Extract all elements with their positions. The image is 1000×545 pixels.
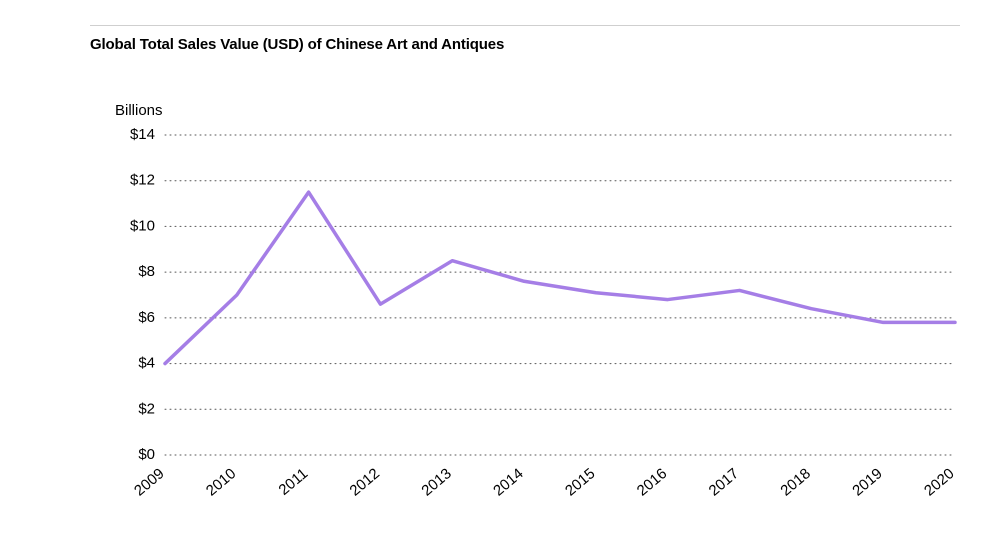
chart-title: Global Total Sales Value (USD) of Chines… xyxy=(90,36,960,53)
y-tick-label: $12 xyxy=(130,172,155,189)
x-tick-label: 2017 xyxy=(706,465,742,499)
line-chart: $0 $2 $4 $6 $8 $10 $12 $14 2009 2010 2011 2012 2013 2… xyxy=(105,125,1000,525)
y-tick-label: $14 xyxy=(130,126,155,143)
x-tick-label: 2016 xyxy=(634,465,670,499)
x-tick-label: 2014 xyxy=(490,465,526,499)
x-tick-label: 2010 xyxy=(203,465,239,499)
chart-frame: Global Total Sales Value (USD) of Chines… xyxy=(0,0,1000,545)
y-tick-label: $10 xyxy=(130,217,155,234)
x-tick-label: 2011 xyxy=(276,465,312,499)
x-tick-label: 2018 xyxy=(777,465,813,499)
top-rule xyxy=(90,25,960,26)
y-tick-label: $6 xyxy=(138,309,155,326)
data-line xyxy=(165,192,955,363)
y-tick-label: $0 xyxy=(138,446,155,463)
y-tick-label: $2 xyxy=(138,400,155,417)
y-tick-label: $4 xyxy=(138,355,155,372)
x-tick-label: 2009 xyxy=(131,465,167,499)
x-tick-label: 2012 xyxy=(347,465,383,499)
x-tick-label: 2015 xyxy=(562,465,598,499)
x-tick-label: 2013 xyxy=(418,465,454,499)
x-tick-label: 2019 xyxy=(849,465,885,499)
y-axis-title: Billions xyxy=(115,102,163,119)
y-tick-label: $8 xyxy=(138,263,155,280)
x-tick-label: 2020 xyxy=(921,465,957,499)
